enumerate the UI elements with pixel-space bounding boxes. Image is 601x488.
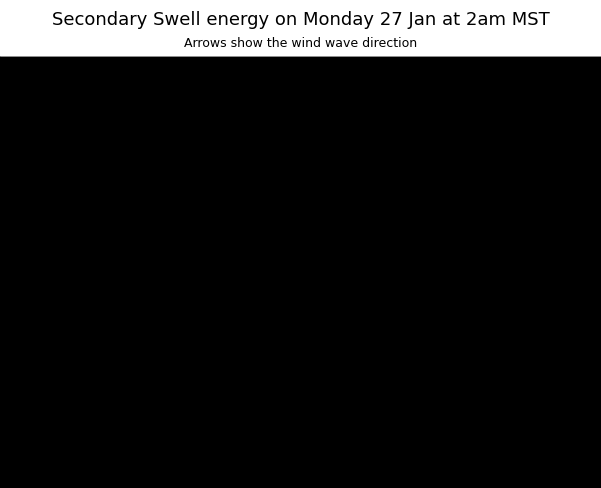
- Text: Secondary Swell energy on Monday 27 Jan at 2am MST: Secondary Swell energy on Monday 27 Jan …: [52, 11, 549, 29]
- Text: Arrows show the wind wave direction: Arrows show the wind wave direction: [184, 37, 417, 50]
